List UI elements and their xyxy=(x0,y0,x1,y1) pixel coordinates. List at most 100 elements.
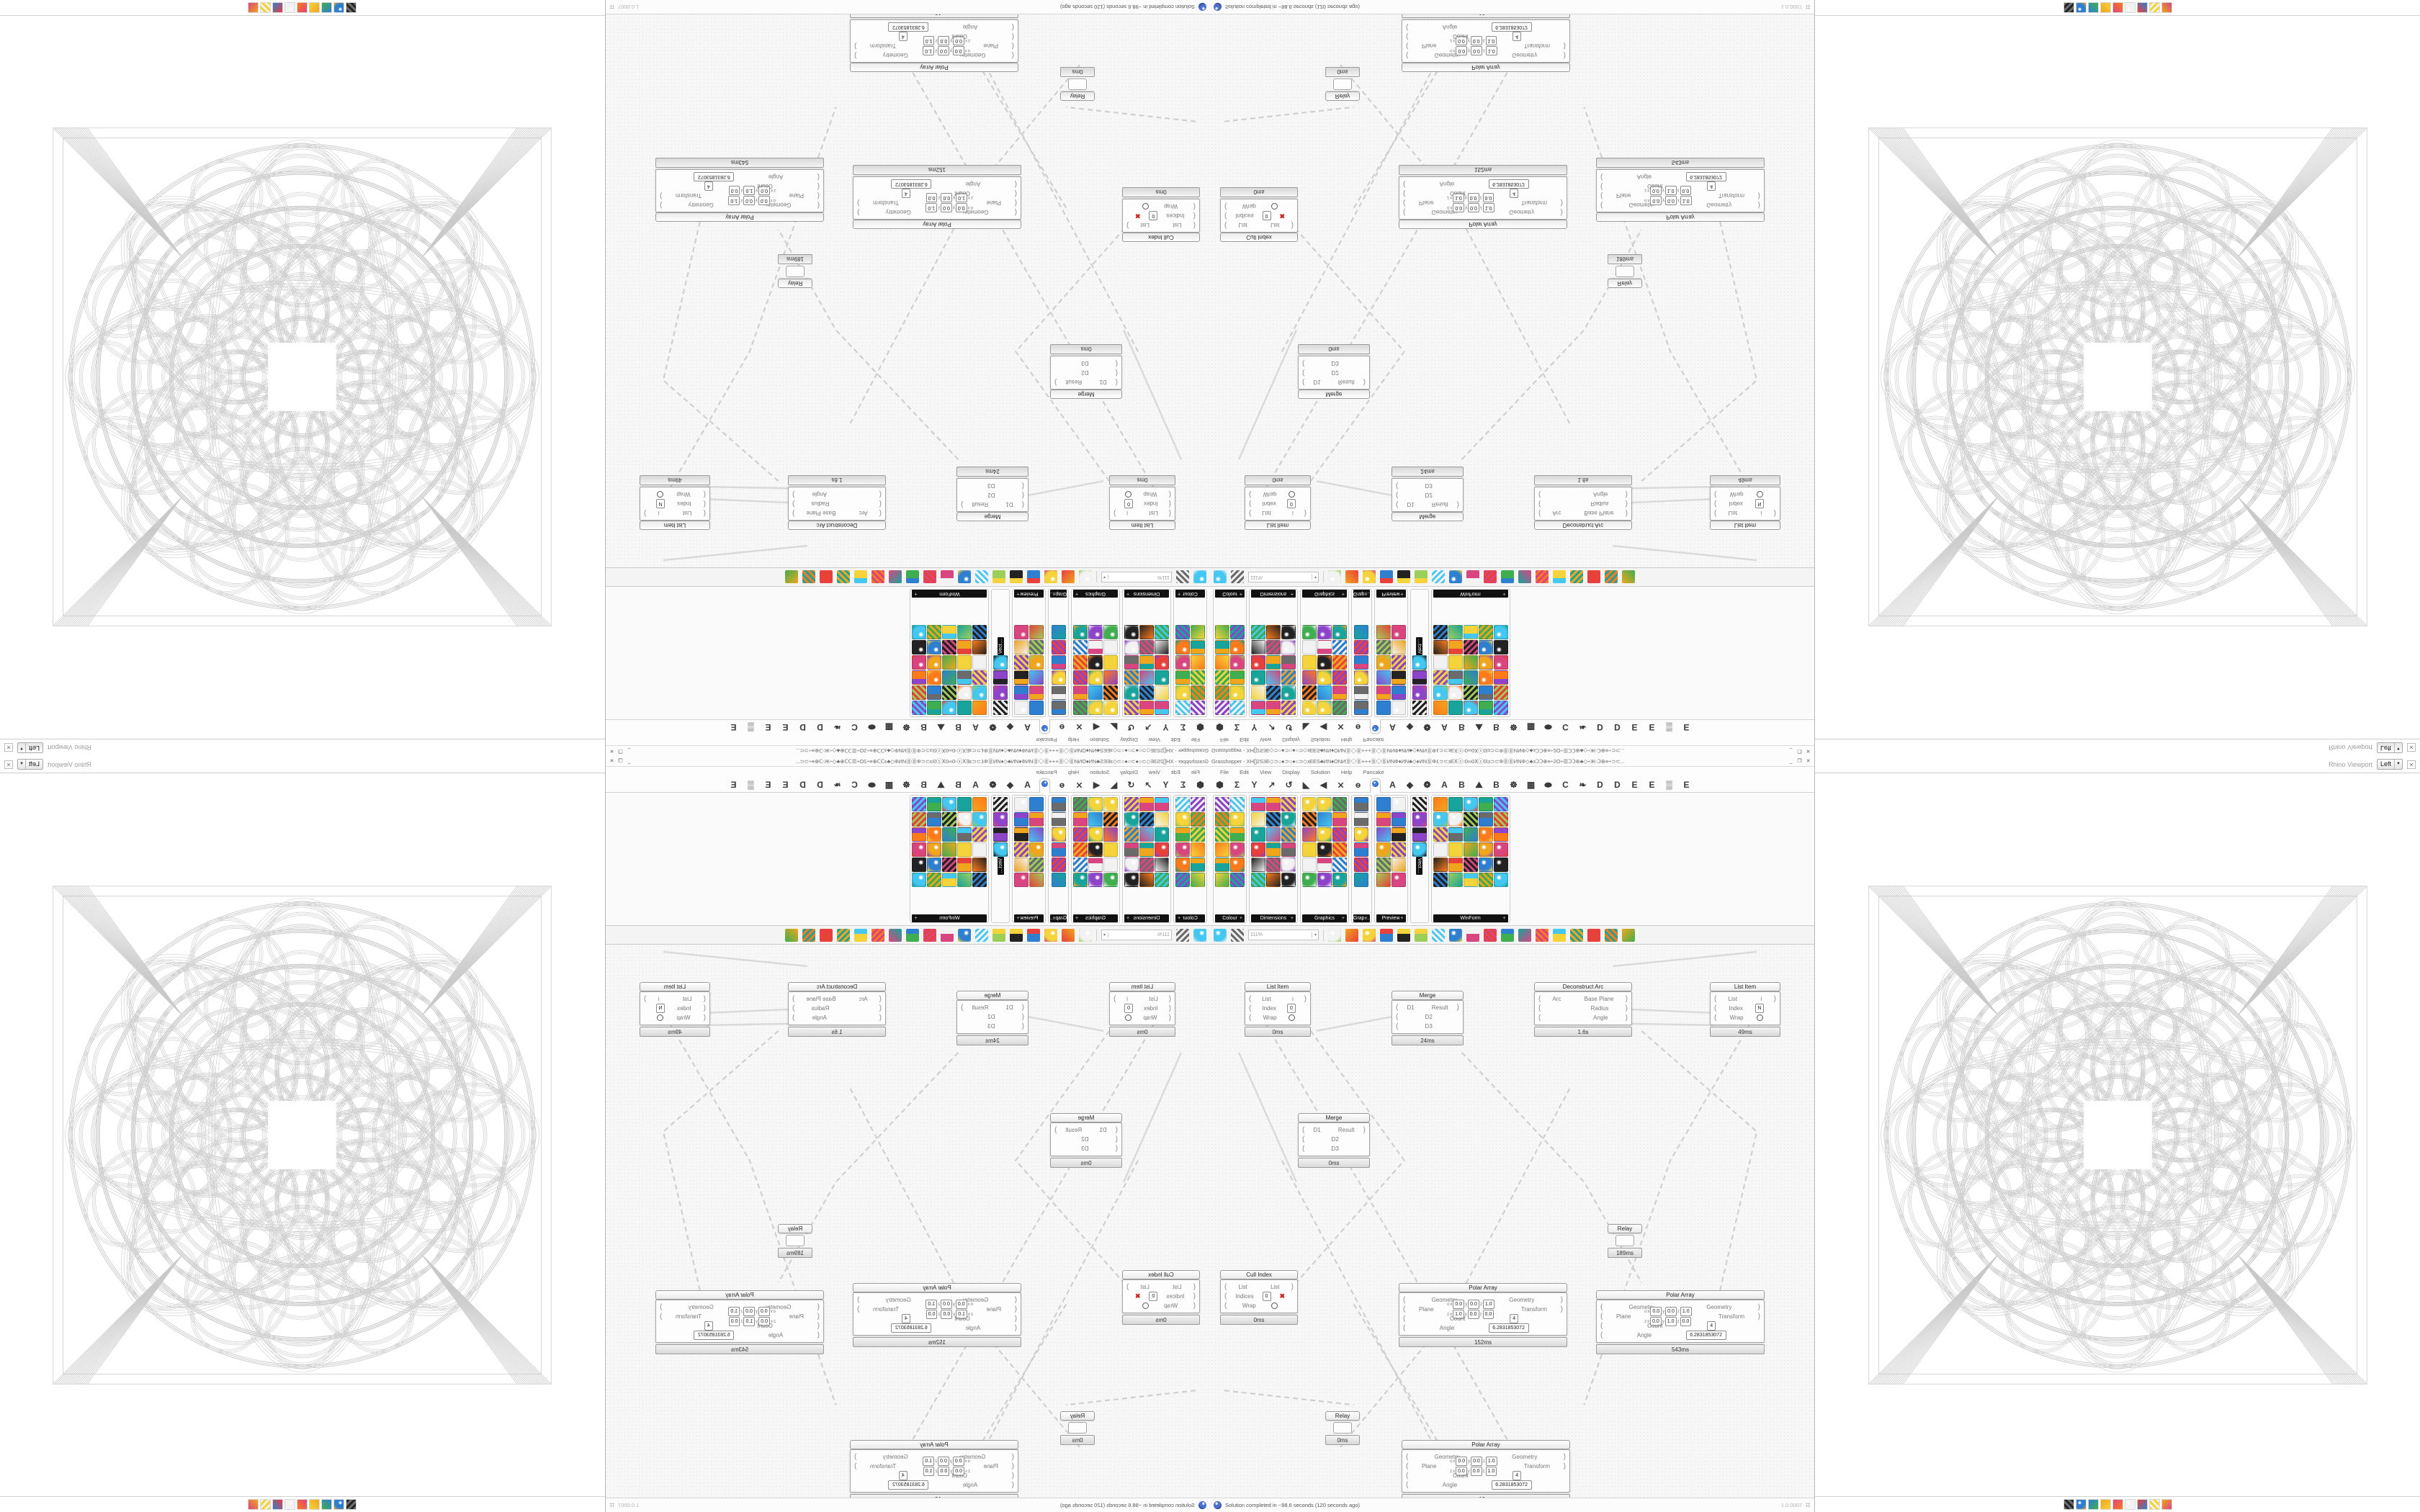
input-port[interactable]: ( xyxy=(1403,1324,1406,1332)
index-value-field[interactable]: 0 xyxy=(1124,1004,1134,1013)
component-icon[interactable] xyxy=(1191,685,1205,700)
input-port[interactable]: ( xyxy=(1538,509,1541,517)
input-port[interactable]: ( xyxy=(1403,180,1406,188)
component-icon[interactable] xyxy=(1175,827,1190,842)
output-port[interactable]: ) xyxy=(1456,1004,1459,1012)
component-icon[interactable] xyxy=(1175,685,1190,700)
plane-z-y-field[interactable]: 0.0 xyxy=(1467,193,1479,202)
output-port[interactable]: ) xyxy=(1054,1126,1057,1134)
component-icon[interactable] xyxy=(1433,842,1448,857)
input-port[interactable]: ( xyxy=(703,509,706,517)
component-icon[interactable] xyxy=(1230,625,1245,639)
index-value-field[interactable]: 0 xyxy=(1286,499,1296,508)
doc-icon[interactable] xyxy=(975,570,988,584)
output-port[interactable]: ) xyxy=(1563,51,1566,59)
input-port[interactable]: ( xyxy=(1403,1305,1406,1313)
component-icon[interactable] xyxy=(957,858,972,872)
component-icon[interactable] xyxy=(993,827,1008,842)
ribbon-bug-tab[interactable]: ☸ xyxy=(1508,723,1519,733)
menu-item-edit[interactable]: Edit xyxy=(1240,768,1250,775)
plane-o-x-field[interactable]: 0.0 xyxy=(758,196,770,205)
component-icon[interactable] xyxy=(1463,827,1478,842)
minimize-button[interactable]: _ xyxy=(1789,758,1793,764)
cluster-icon[interactable] xyxy=(1397,570,1410,584)
angle-field[interactable]: 6.2831853072 xyxy=(1491,1480,1532,1490)
mat3-icon[interactable] xyxy=(802,928,815,942)
count-field[interactable]: 4 xyxy=(901,1314,910,1323)
input-port[interactable]: ( xyxy=(1168,509,1171,517)
ribbon-b2-tab[interactable]: B xyxy=(918,723,929,733)
ribbon-intersect-tab[interactable]: ⨯ xyxy=(1335,780,1346,790)
component-icon[interactable] xyxy=(1103,701,1118,715)
input-port[interactable]: ( xyxy=(1396,500,1399,508)
fit-icon[interactable] xyxy=(1328,928,1341,942)
component-icon[interactable] xyxy=(1412,685,1427,700)
viewport-close-button[interactable]: ✕ xyxy=(2407,760,2416,769)
taskbar-notepad-icon[interactable] xyxy=(2112,2,2123,13)
component-icon[interactable] xyxy=(1014,812,1029,827)
component-icon[interactable] xyxy=(1281,625,1296,639)
ribbon-curve-tab[interactable]: ↺ xyxy=(1283,723,1294,733)
ribbon-bird-tab[interactable]: ❧ xyxy=(832,780,843,790)
component-icon[interactable] xyxy=(1266,640,1281,654)
menu-item-view[interactable]: View xyxy=(1148,768,1160,775)
output-port[interactable]: ) xyxy=(1625,509,1628,517)
component-icon[interactable] xyxy=(1124,625,1139,639)
component-icon[interactable] xyxy=(1354,655,1369,670)
component-icon[interactable] xyxy=(1155,797,1169,811)
component-icon[interactable] xyxy=(1376,812,1391,827)
component-icon[interactable] xyxy=(1155,640,1169,654)
component-icon[interactable] xyxy=(942,655,957,670)
component-icon[interactable] xyxy=(1014,842,1029,857)
component-icon[interactable] xyxy=(1266,827,1281,842)
ribbon-group-label-4[interactable]: Preview xyxy=(1376,914,1406,922)
ribbon-maths-tab[interactable]: Σ xyxy=(1178,780,1188,790)
output-port[interactable]: ) xyxy=(857,1296,860,1304)
component-icon[interactable] xyxy=(1139,827,1154,842)
component-icon[interactable] xyxy=(1391,625,1406,639)
input-port[interactable]: ( xyxy=(1714,1014,1717,1022)
scatter-icon[interactable] xyxy=(1501,570,1514,584)
search-icon[interactable] xyxy=(1449,570,1462,584)
ribbon-d-tab[interactable]: D xyxy=(1595,780,1605,790)
shade2-icon[interactable] xyxy=(871,570,884,584)
taskbar-grasshopper-icon[interactable] xyxy=(2087,1499,2099,1510)
component-icon[interactable] xyxy=(1478,812,1493,827)
component-icon[interactable] xyxy=(1051,670,1066,685)
component-icon[interactable] xyxy=(1391,827,1406,842)
component-icon[interactable] xyxy=(1139,873,1154,887)
input-port[interactable]: ( xyxy=(703,995,706,1003)
indices-value-field[interactable]: 0 xyxy=(1262,211,1271,220)
ribbon-mesh-tab[interactable]: ◀ xyxy=(1091,780,1102,790)
ribbon-e3-tab[interactable]: E xyxy=(1681,780,1692,790)
wrap-toggle[interactable] xyxy=(1142,1302,1149,1309)
wrap-toggle[interactable] xyxy=(1756,1014,1763,1021)
component-icon[interactable] xyxy=(1448,685,1463,700)
component-icon[interactable] xyxy=(1266,812,1281,827)
component-icon[interactable] xyxy=(1391,812,1406,827)
component-icon[interactable] xyxy=(1302,625,1317,639)
component-icon[interactable] xyxy=(1051,701,1066,715)
gh-node-canvas[interactable]: List Item(List i)(Index 0(Wrap 0ms Merge(D1 R… xyxy=(606,945,1210,1498)
mat2-icon[interactable] xyxy=(820,928,833,942)
component-icon[interactable] xyxy=(1029,625,1044,639)
output-port[interactable]: ) xyxy=(1304,995,1307,1003)
chevron-down-icon[interactable]: ▾ xyxy=(1103,575,1109,580)
input-port[interactable]: ( xyxy=(1396,1013,1399,1021)
component-icon[interactable] xyxy=(1215,827,1229,842)
input-port[interactable]: ( xyxy=(1014,1315,1017,1323)
component-icon[interactable] xyxy=(1124,858,1139,872)
relay-body[interactable] xyxy=(1615,1235,1634,1246)
output-port[interactable]: ) xyxy=(1291,1283,1294,1291)
input-port[interactable]: ( xyxy=(1302,378,1305,386)
output-port[interactable]: ) xyxy=(857,1305,860,1313)
ribbon-group-label-3[interactable]: Grap… xyxy=(1050,590,1067,598)
component-icon[interactable] xyxy=(1266,797,1281,811)
component-icon[interactable] xyxy=(1215,655,1229,670)
component-icon[interactable] xyxy=(1155,655,1169,670)
plane-o-z-field[interactable]: 1.0 xyxy=(1680,1307,1692,1316)
ribbon-group-label-1[interactable]: Dimensions xyxy=(1251,914,1296,922)
output-port[interactable]: ) xyxy=(857,208,860,216)
component-icon[interactable] xyxy=(1433,827,1448,842)
menu-item-pancake[interactable]: Pancake xyxy=(1363,768,1384,775)
